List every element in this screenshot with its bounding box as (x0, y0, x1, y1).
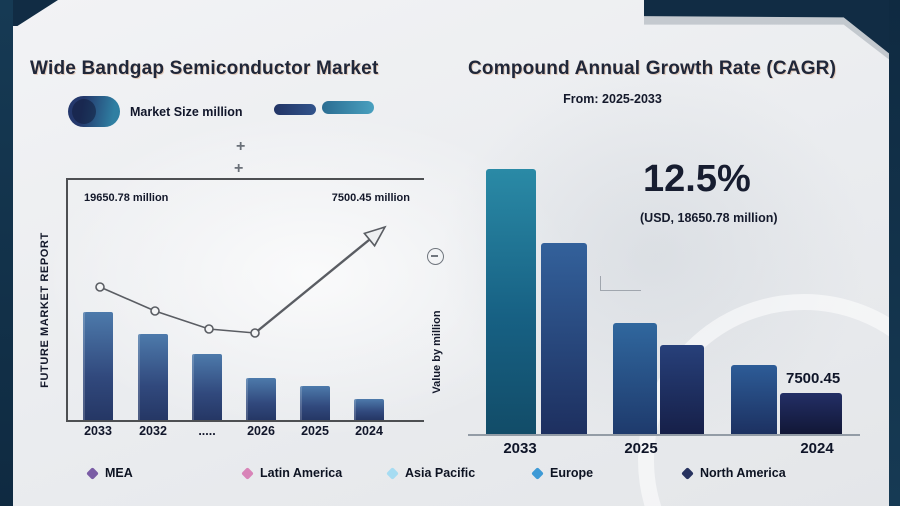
market-size-legend-icon (68, 96, 120, 127)
market-size-legend-label: Market Size million (130, 105, 243, 119)
plus-decoration: + (234, 160, 244, 177)
trend-line-arrow (95, 225, 387, 338)
circle-minus-icon (427, 248, 444, 265)
arrow-head-icon (363, 225, 387, 248)
right-bar-2 (613, 323, 657, 435)
left-bars-group (68, 180, 424, 420)
right-chart-title: Compound Annual Growth Rate (CAGR) (468, 58, 837, 79)
step-decoration (600, 276, 641, 291)
left-bar-2032 (138, 334, 168, 420)
right-bar-1 (541, 243, 587, 435)
cagr-basis-note: (USD, 18650.78 million) (640, 211, 778, 225)
right-value-label: 7500.45 (786, 370, 841, 387)
legend-label: North America (700, 466, 786, 480)
left-x-label: 2033 (84, 424, 112, 438)
legend-label: Latin America (260, 466, 343, 480)
right-chart-baseline (468, 434, 860, 436)
left-x-label: ..... (198, 424, 216, 438)
cagr-period-subtitle: From: 2025-2033 (563, 92, 662, 106)
right-bar-0 (486, 169, 536, 435)
trend-markers (95, 282, 260, 338)
left-chart-area: 19650.78 million 7500.45 million (66, 178, 424, 422)
left-x-label: 2024 (355, 424, 383, 438)
left-edge-bar (0, 0, 13, 506)
legend-diamond-icon (386, 466, 399, 480)
right-bar-5 (780, 393, 842, 435)
left-bar-2025 (300, 386, 330, 420)
legend-label: MEA (105, 466, 133, 480)
left-x-label: 2025 (301, 424, 329, 438)
right-bar-3 (660, 345, 704, 435)
left-bar-2026 (246, 378, 276, 420)
legend-diamond-icon (681, 466, 694, 480)
legend-item-europe: Europe (531, 466, 594, 480)
legend-item-north-america: North America (681, 466, 786, 480)
left-bar-2033 (83, 312, 113, 420)
left-x-label: 2026 (247, 424, 275, 438)
legend-item-mea: MEA (86, 466, 133, 480)
right-bar-4 (731, 365, 777, 435)
legend-diamond-icon (86, 466, 99, 480)
legend-diamond-icon (241, 466, 254, 480)
left-chart-title: Wide Bandgap Semiconductor Market (30, 58, 379, 79)
right-edge-bar (889, 0, 900, 506)
min-value-label: 7500.45 million (331, 192, 410, 204)
right-x-label: 2025 (624, 440, 658, 457)
right-x-label: 2033 (503, 440, 537, 457)
legend-label: Europe (550, 466, 594, 480)
left-bar-..... (192, 354, 222, 420)
plus-decoration: + (236, 138, 246, 155)
legend-item-asia-pacific: Asia Pacific (386, 466, 476, 480)
legend-item-latin-america: Latin America (241, 466, 343, 480)
trend-line (99, 286, 256, 334)
cagr-value: 12.5% (643, 158, 751, 200)
left-bar-2024 (354, 399, 384, 420)
legend-label: Asia Pacific (405, 466, 476, 480)
max-value-label: 19650.78 million (84, 192, 169, 204)
decorative-pill-icon (274, 104, 316, 115)
arrow-shaft (254, 239, 370, 334)
legend-diamond-icon (531, 466, 544, 480)
right-x-label: 2024 (800, 440, 834, 457)
left-x-label: 2032 (139, 424, 167, 438)
decorative-pill-icon (322, 101, 374, 114)
